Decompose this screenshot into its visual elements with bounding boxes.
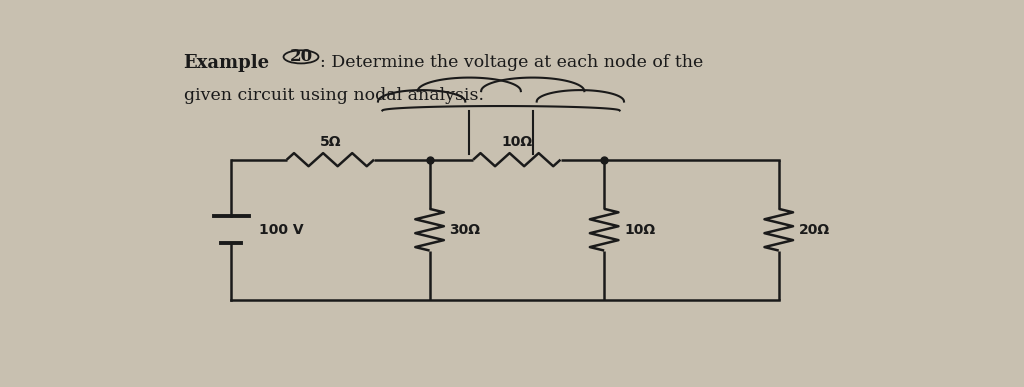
Text: 30Ω: 30Ω xyxy=(450,223,480,237)
Text: 5Ω: 5Ω xyxy=(319,135,341,149)
Text: given circuit using nodal analysis.: given circuit using nodal analysis. xyxy=(183,87,483,104)
Text: 20Ω: 20Ω xyxy=(799,223,829,237)
Text: Example: Example xyxy=(183,54,269,72)
Text: 10Ω: 10Ω xyxy=(624,223,655,237)
Text: : Determine the voltage at each node of the: : Determine the voltage at each node of … xyxy=(321,54,703,71)
Text: 10Ω: 10Ω xyxy=(502,135,532,149)
Text: 100 V: 100 V xyxy=(259,223,303,237)
Text: 20: 20 xyxy=(290,48,312,65)
